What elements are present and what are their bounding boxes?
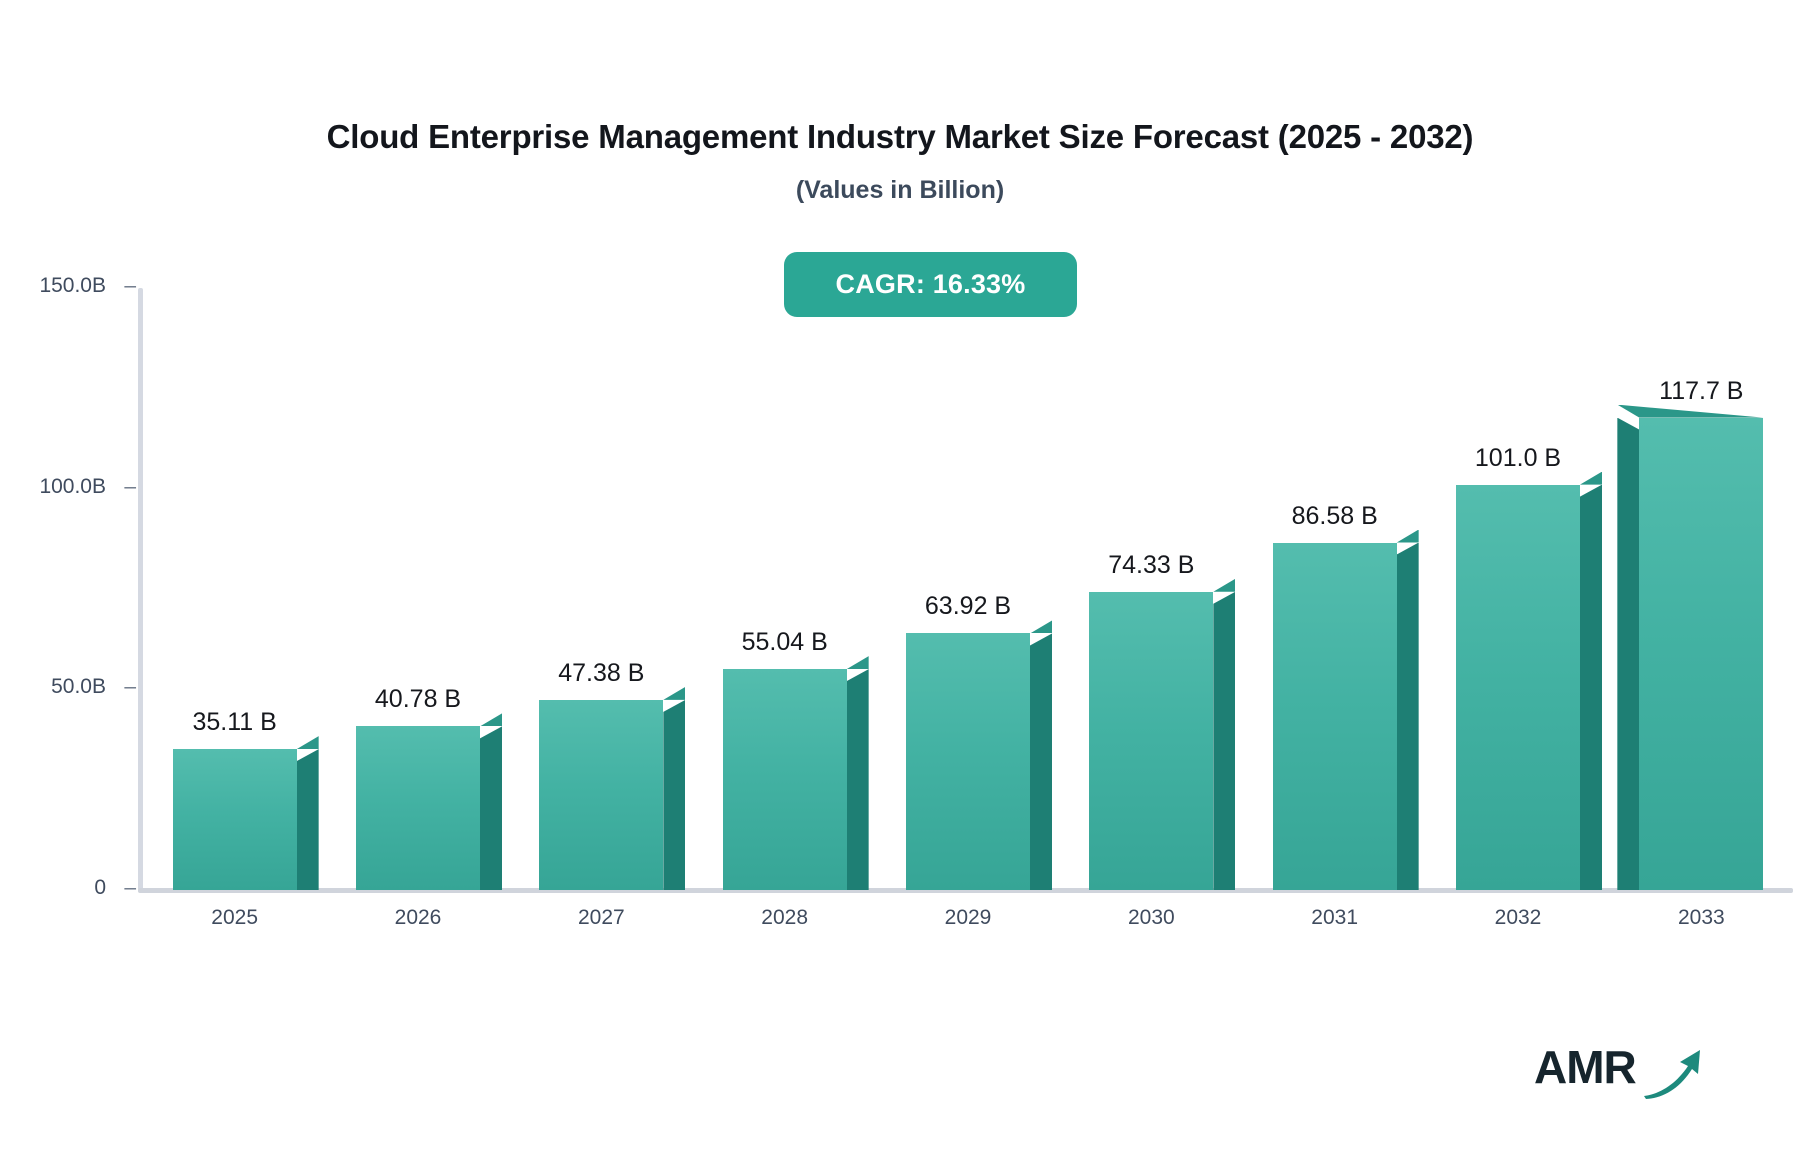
bar-value-label: 35.11 B — [192, 708, 277, 737]
x-tick-label: 2027 — [577, 906, 625, 929]
bar-face — [906, 633, 1030, 890]
y-tick-mark: – — [124, 675, 136, 699]
bar-value-label: 63.92 B — [924, 592, 1012, 621]
bar[interactable]: 55.04 B — [722, 628, 869, 890]
x-tick-label: 2032 — [1494, 906, 1542, 929]
bar-value-label: 40.78 B — [374, 685, 462, 714]
bar-side-face — [1030, 633, 1052, 890]
y-tick-mark: – — [124, 876, 136, 899]
bar-value-label: 101.0 B — [1474, 443, 1562, 472]
y-axis-line — [138, 288, 143, 890]
bar-top-face — [539, 686, 686, 700]
bar[interactable]: 86.58 B — [1272, 502, 1419, 890]
bar-top-face — [906, 620, 1052, 634]
bar-side-face — [1580, 484, 1602, 890]
bar-side-face — [846, 669, 869, 890]
x-axis-line — [138, 888, 1793, 893]
bar-side-face — [480, 726, 502, 890]
y-tick-mark: – — [124, 474, 136, 498]
x-tick-label: 2033 — [1677, 906, 1725, 929]
bar-top-face — [1617, 404, 1764, 418]
bar-value-label: 47.38 B — [558, 658, 645, 687]
bar-top-face — [1456, 471, 1602, 485]
y-tick-label: 0 — [94, 876, 106, 899]
y-tick-mark: – — [124, 274, 136, 297]
x-tick-label: 2030 — [1127, 906, 1175, 929]
chart-title: Cloud Enterprise Management Industry Mar… — [326, 118, 1474, 155]
bar-face — [1272, 542, 1397, 890]
bar-top-face — [1272, 529, 1419, 543]
bar-side-face — [1396, 542, 1419, 890]
bar[interactable]: 101.0 B — [1456, 444, 1602, 890]
bar-top-face — [1089, 578, 1236, 592]
x-tick-label: 2029 — [944, 906, 992, 929]
bar-value-label: 74.33 B — [1108, 550, 1195, 579]
x-tick-label: 2028 — [761, 906, 809, 929]
bar[interactable]: 40.78 B — [356, 685, 502, 890]
bar-value-label: 117.7 B — [1659, 376, 1744, 405]
bar-face — [722, 669, 847, 890]
bar[interactable]: 47.38 B — [539, 659, 686, 890]
bar[interactable]: 35.11 B — [172, 708, 319, 890]
amr-logo: AMR — [1534, 1040, 1700, 1110]
growth-arrow-icon — [1644, 1050, 1700, 1099]
bar-value-label: 86.58 B — [1291, 501, 1378, 530]
bar-side-face — [663, 699, 686, 890]
bar-series: 35.11 B 40.78 B 47.38 B 55.04 B 63.92 B 74.33… — [143, 288, 1793, 890]
bar-face — [1639, 417, 1764, 890]
x-tick-label: 2026 — [394, 906, 442, 929]
x-tick-label: 2031 — [1311, 906, 1359, 929]
bar[interactable]: 63.92 B — [906, 592, 1052, 890]
y-tick-label: 150.0B — [39, 274, 106, 297]
bar-face — [1456, 484, 1580, 890]
amr-logo-text: AMR — [1534, 1041, 1637, 1093]
bar[interactable]: 74.33 B — [1089, 551, 1236, 890]
bar-side-face — [296, 749, 319, 890]
y-tick-label: 50.0B — [51, 675, 106, 699]
chart-subtitle: (Values in Billion) — [795, 176, 1005, 204]
bar-side-face — [1213, 591, 1236, 890]
bar-top-face — [172, 736, 319, 750]
bar[interactable]: 117.7 B — [1617, 377, 1764, 890]
bar-side-face — [1617, 417, 1640, 890]
y-tick-label: 100.0B — [39, 474, 106, 498]
bar-top-face — [356, 713, 502, 727]
bar-face — [356, 726, 480, 890]
bar-face — [539, 699, 664, 890]
bar-top-face — [722, 656, 869, 670]
bar-face — [172, 749, 297, 890]
bar-face — [1089, 591, 1214, 890]
cagr-badge: CAGR: 16.33% — [784, 252, 1077, 317]
x-tick-label: 2025 — [211, 906, 259, 929]
bar-value-label: 55.04 B — [741, 628, 828, 657]
